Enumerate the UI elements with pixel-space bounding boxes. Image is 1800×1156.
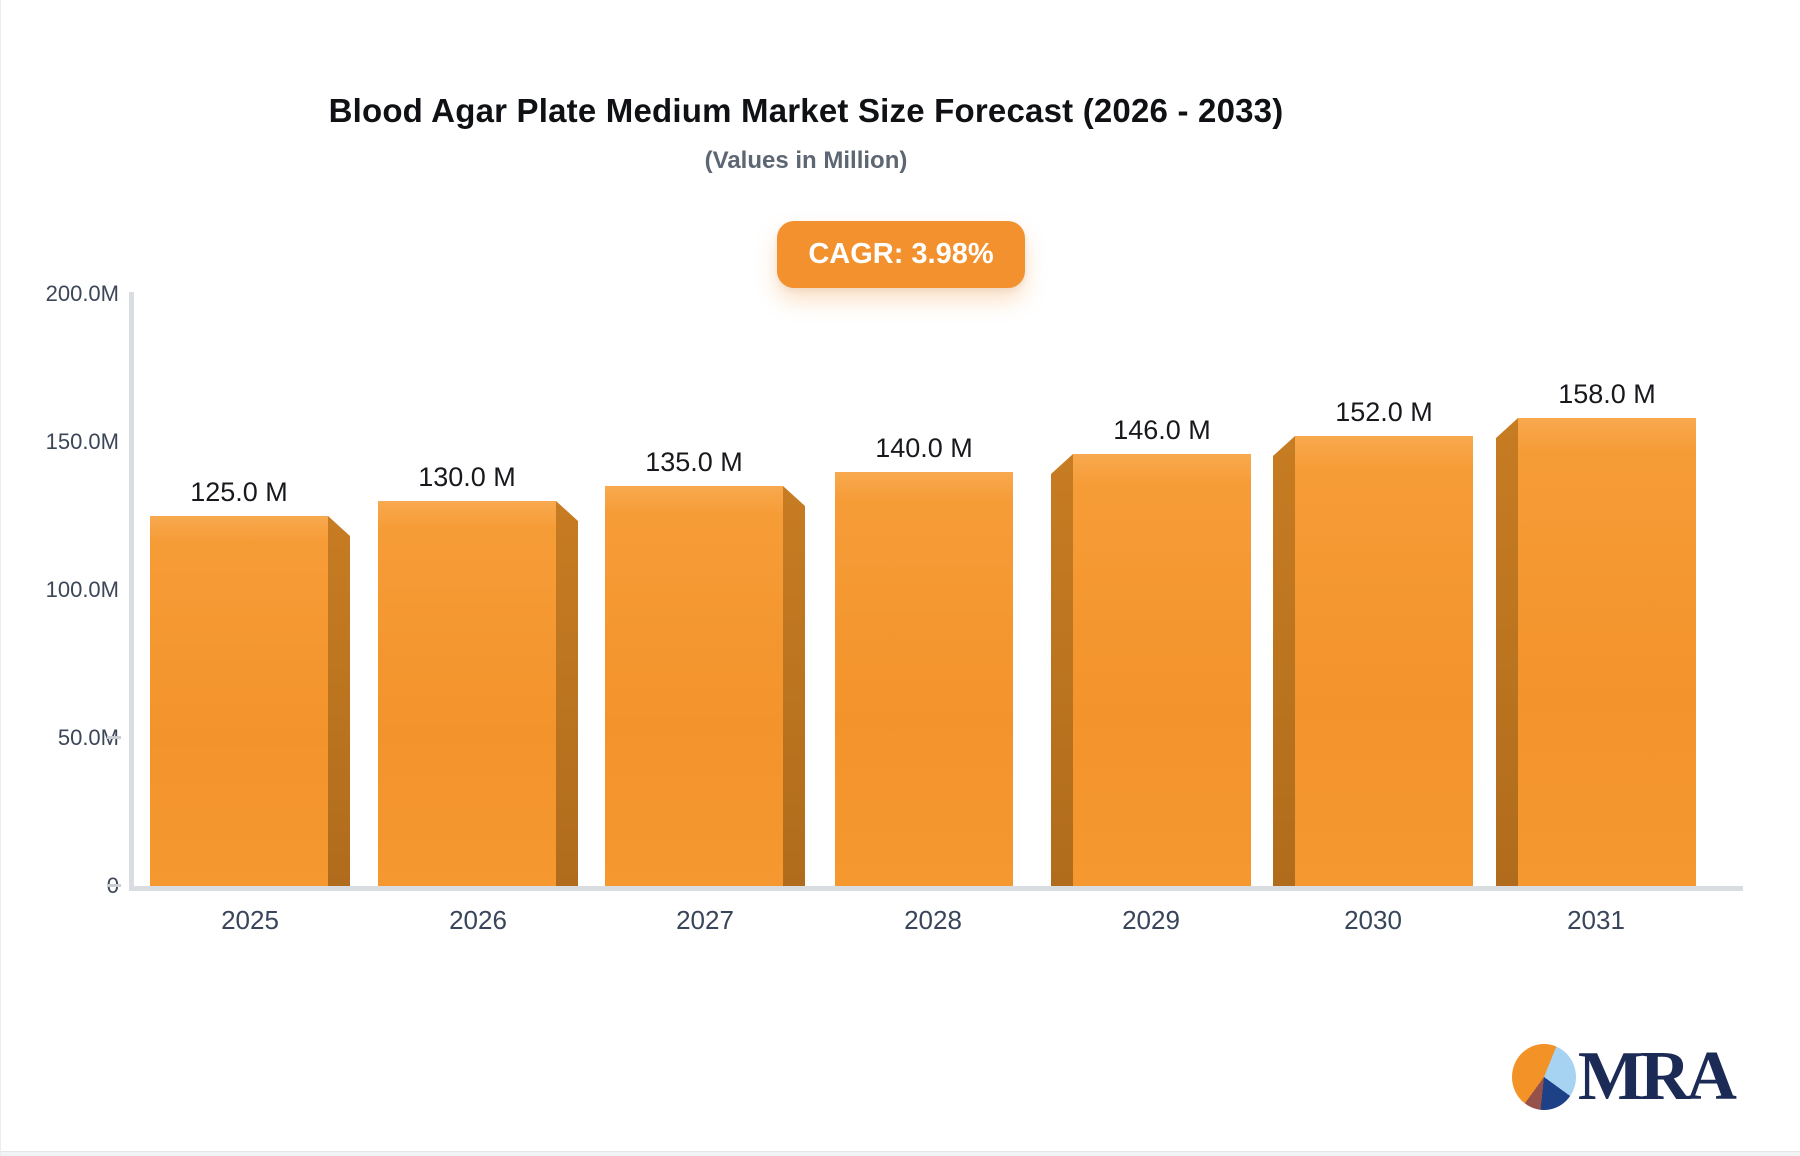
x-tick-2028: 2028 [904,905,962,935]
bar-2027-value-label: 135.0 M [645,447,743,477]
bar-2031-front-face [1518,418,1696,886]
bar-2030: 152.0 M [1273,286,1473,886]
bar-2030-value-label: 152.0 M [1335,397,1433,427]
bar-2029-side-face [1051,454,1073,886]
x-tick-2027: 2027 [676,905,734,935]
bar-2029-front-face [1073,454,1251,886]
cagr-badge: CAGR: 3.98% [777,221,1025,288]
bar-2027-front-face [605,486,783,886]
bar-2026-value-label: 130.0 M [418,462,516,492]
x-tick-2025: 2025 [221,905,279,935]
bar-2027-side-face [783,486,805,886]
y-tick-150: 150.0M [45,429,119,454]
y-tick-50: 50.0M [57,725,119,750]
mra-logo: MRA [1511,1038,1737,1115]
y-tick-200: 200.0M [45,281,119,306]
x-tick-2029: 2029 [1122,905,1180,935]
y-axis-line [129,292,134,891]
bar-2028-front-face [835,472,1013,886]
bar-2031-side-face [1496,418,1518,886]
bar-2025-value-label: 125.0 M [190,477,288,507]
bar-2028-value-label: 140.0 M [875,433,973,463]
mra-logo-text: MRA [1577,1038,1737,1115]
y-tick-100: 100.0M [45,577,119,602]
bar-2028: 140.0 M [833,286,1033,886]
bar-2025: 125.0 M [150,286,350,886]
chart-header: Blood Agar Plate Medium Market Size Fore… [1,0,1800,175]
bar-2030-front-face [1295,436,1473,886]
bar-2027: 135.0 M [605,286,805,886]
bottom-frame-strip [1,1151,1800,1156]
bar-2025-front-face [150,516,328,886]
bar-2031-value-label: 158.0 M [1558,379,1656,409]
bar-2030-side-face [1273,436,1295,886]
chart-subtitle: (Values in Million) [704,147,908,174]
x-tick-2030: 2030 [1344,905,1402,935]
chart-title: Blood Agar Plate Medium Market Size Fore… [328,92,1284,129]
x-tick-2026: 2026 [449,905,507,935]
pie-chart-icon [1511,1044,1576,1110]
x-tick-2031: 2031 [1567,905,1625,935]
bar-2026-side-face [556,501,578,886]
bar-2025-side-face [328,516,350,886]
y-tick-0: 0 [1,871,119,901]
bar-2026: 130.0 M [378,286,578,886]
bar-2026-front-face [378,501,556,886]
bar-2029-value-label: 146.0 M [1113,415,1211,445]
y-tick-dash-50 [107,736,121,739]
bar-2029: 146.0 M [1051,286,1251,886]
y-tick-dash-0 [107,884,121,887]
x-axis-line [129,886,1743,891]
cagr-badge-row: CAGR: 3.98% [1,221,1800,288]
bar-2031: 158.0 M [1496,286,1696,886]
